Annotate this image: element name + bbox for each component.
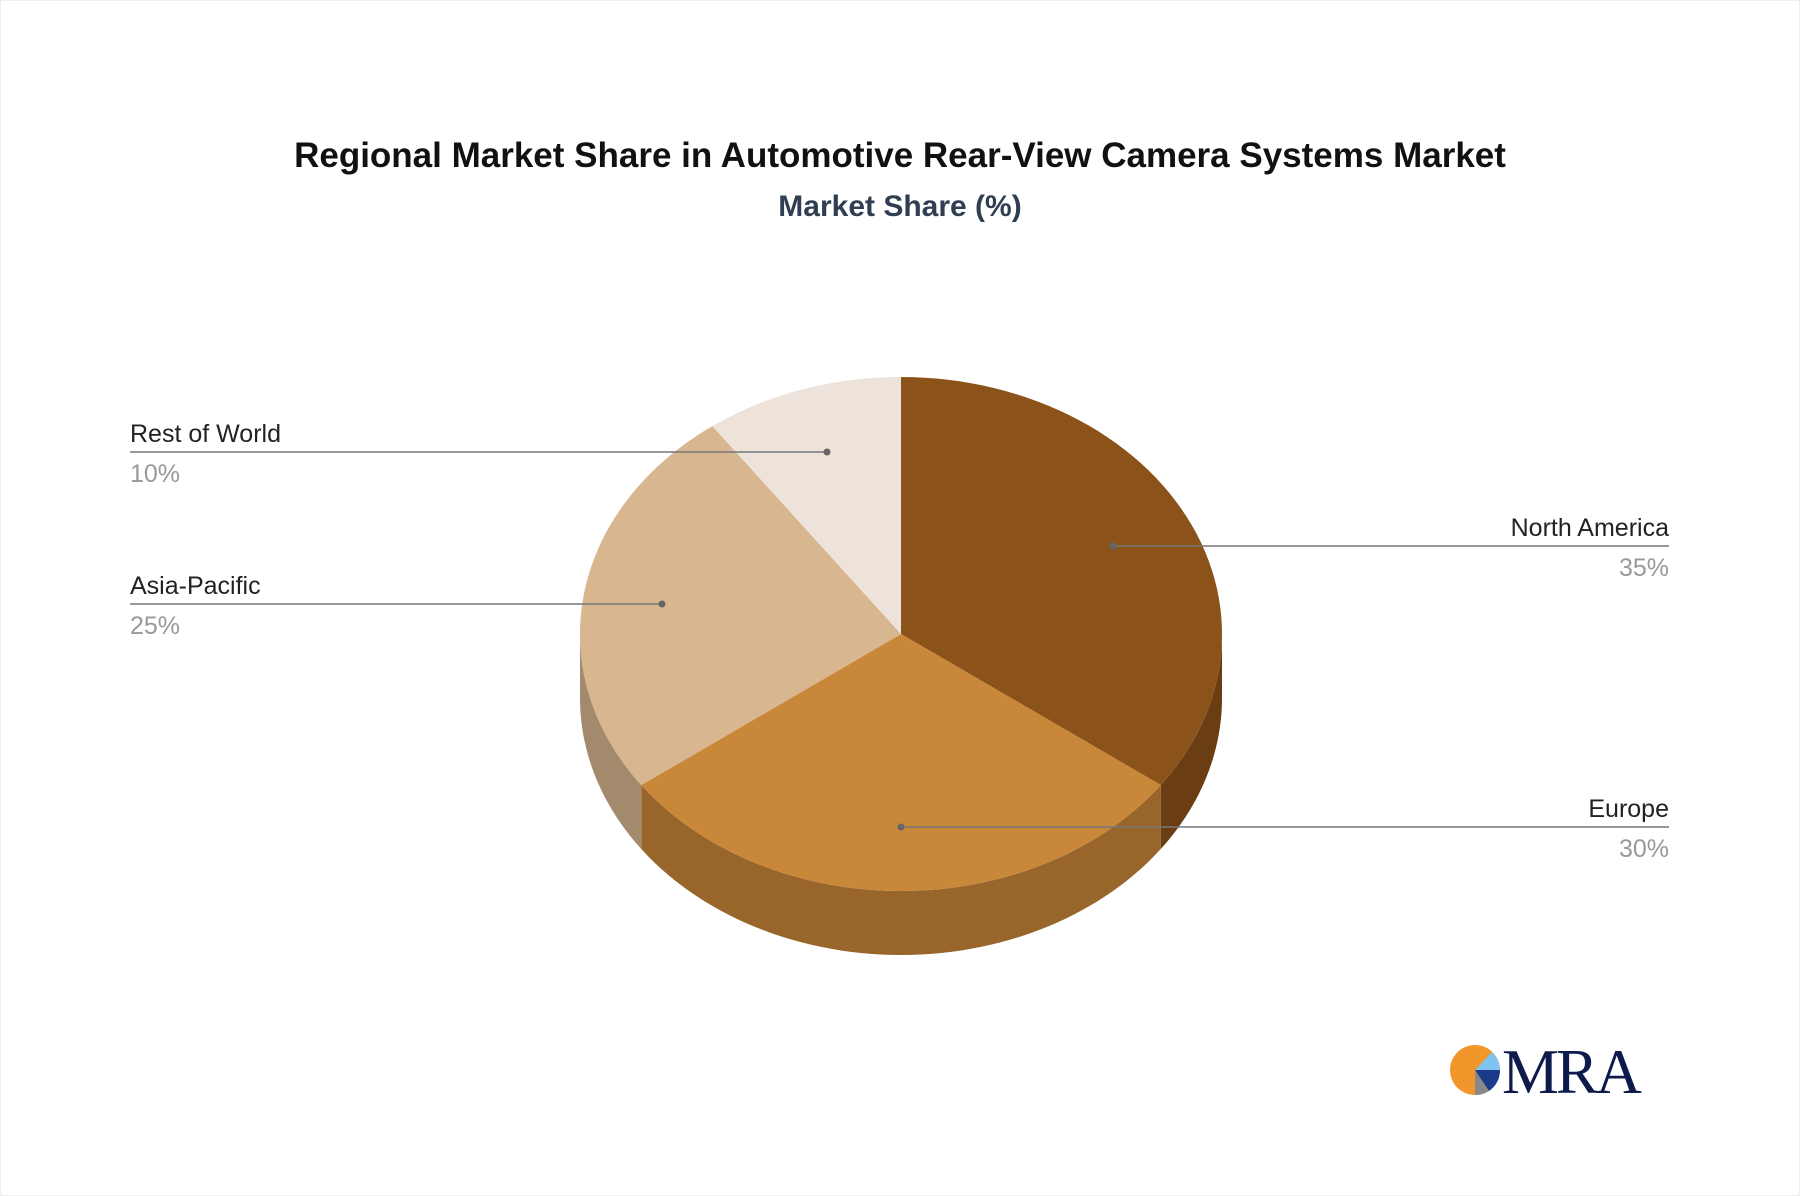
slice-value: 10% (130, 460, 180, 488)
leader-dot (1109, 542, 1117, 550)
leader-dot (897, 823, 905, 831)
callout: Rest of World 10% (130, 420, 831, 488)
callout: North America 35% (1109, 514, 1669, 582)
callout: Asia-Pacific 25% (130, 572, 666, 640)
slice-side-2 (580, 634, 642, 850)
slice-label: Europe (1588, 795, 1669, 823)
slice-label: Rest of World (130, 420, 281, 448)
slice-label: Asia-Pacific (130, 572, 261, 600)
slice-value: 30% (1619, 835, 1669, 863)
slice-value: 25% (130, 612, 180, 640)
pie-slice[interactable] (580, 426, 901, 786)
pie-slice[interactable] (712, 377, 901, 634)
leader-dot (658, 600, 666, 608)
callout: Europe 30% (897, 795, 1669, 863)
slice-label: North America (1511, 514, 1669, 542)
chart-title: Regional Market Share in Automotive Rear… (294, 136, 1506, 175)
slice-side-1 (641, 785, 1161, 955)
slice-value: 35% (1619, 554, 1669, 582)
leader-dot (823, 448, 831, 456)
slice-side-0 (1160, 634, 1222, 850)
pie-slice[interactable] (901, 377, 1222, 786)
chart-subtitle: Market Share (%) (778, 190, 1022, 223)
